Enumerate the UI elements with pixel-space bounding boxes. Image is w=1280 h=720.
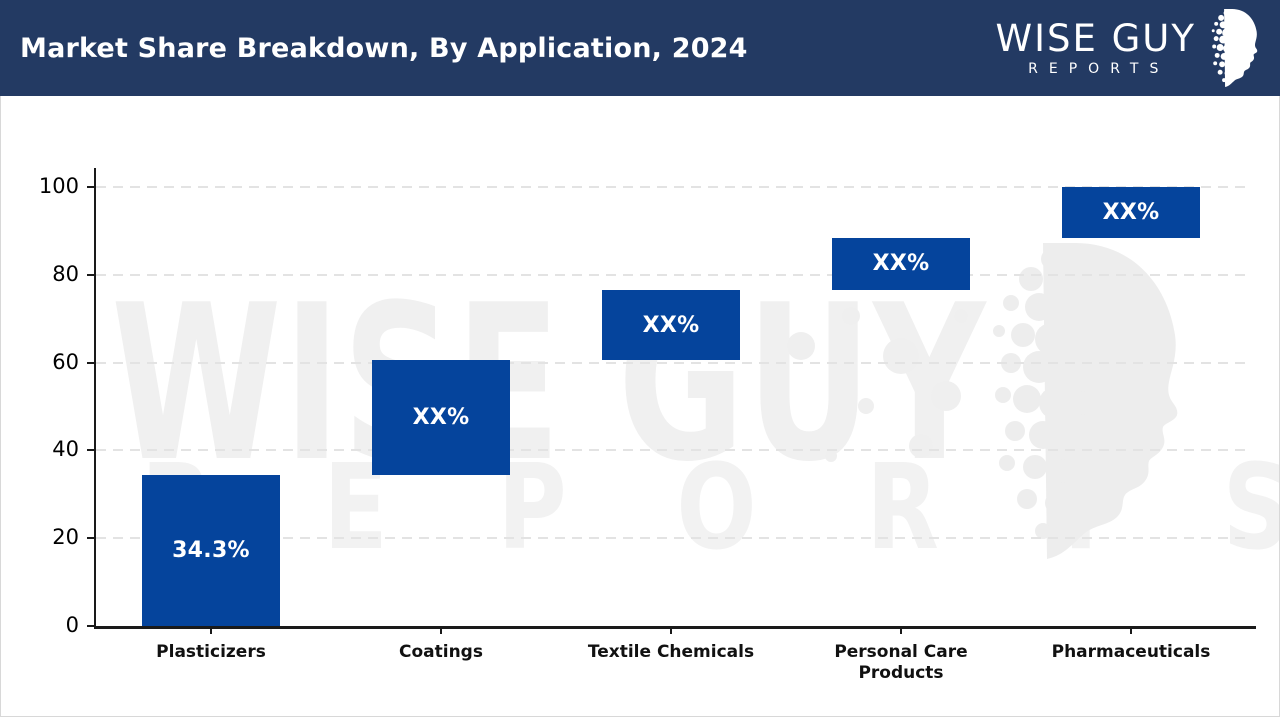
x-tick-mark-3	[900, 626, 902, 634]
gridline-40	[96, 449, 1246, 452]
y-tick-label-40: 40	[52, 437, 79, 462]
y-tick-label-60: 60	[52, 349, 79, 374]
x-axis	[94, 626, 1256, 629]
y-tick-mark-60	[87, 361, 95, 364]
wise-guy-head-icon	[1211, 8, 1258, 88]
plot-area: 0 20 40 60 80 100 34.3% Plasticizers XX% Coatings…	[1, 96, 1279, 716]
y-tick-label-0: 0	[65, 613, 79, 637]
gridline-80	[96, 273, 1246, 276]
x-tick-mark-4	[1130, 626, 1132, 634]
bar-value-label: XX%	[412, 405, 470, 431]
x-tick-mark-0	[210, 626, 212, 634]
y-tick-label-20: 20	[52, 525, 79, 550]
brand-name: WISE GUY	[995, 17, 1196, 60]
bar-pharmaceuticals: XX%	[1062, 187, 1200, 238]
y-tick-label-100: 100	[38, 174, 79, 198]
bar-textile-chemicals: XX%	[602, 289, 740, 361]
x-category-label-0: Plasticizers	[156, 642, 266, 662]
gridline-20	[96, 537, 1246, 540]
gridline-100	[96, 186, 1246, 188]
y-tick-label-80: 80	[52, 261, 79, 286]
x-category-label-2: Textile Chemicals	[587, 642, 755, 662]
x-category-label-1: Coatings	[399, 642, 483, 662]
bar-value-label: XX%	[872, 251, 930, 277]
y-axis	[94, 168, 96, 628]
chart-title: Market Share Breakdown, By Application, …	[20, 32, 748, 64]
brand-logo-text: WISE GUY REPORTS	[996, 20, 1196, 76]
bar-coatings: XX%	[372, 360, 510, 476]
y-tick-mark-20	[87, 537, 95, 540]
brand-logo: WISE GUY REPORTS	[996, 8, 1280, 88]
chart-stage: WISE GUY R E P O R T S 0 20 40 60 80 100 34.3%…	[0, 96, 1280, 717]
bar-personal-care-products: XX%	[832, 237, 970, 290]
y-tick-mark-0	[87, 625, 95, 627]
y-tick-mark-80	[87, 273, 95, 276]
brand-subtitle: REPORTS	[1028, 61, 1170, 77]
bar-plasticizers: 34.3%	[142, 475, 280, 626]
y-tick-mark-100	[87, 186, 95, 188]
bar-value-label: XX%	[642, 312, 700, 338]
bar-value-label: XX%	[1102, 199, 1160, 225]
gridline-60	[96, 361, 1246, 364]
x-category-label-4: Pharmaceuticals	[1051, 642, 1211, 662]
bar-value-label: 34.3%	[172, 538, 250, 564]
header-bar: Market Share Breakdown, By Application, …	[0, 0, 1280, 96]
x-tick-mark-2	[670, 626, 672, 634]
x-category-label-3: Personal Care Products	[834, 642, 968, 684]
x-tick-mark-1	[440, 626, 442, 634]
y-tick-mark-40	[87, 449, 95, 452]
